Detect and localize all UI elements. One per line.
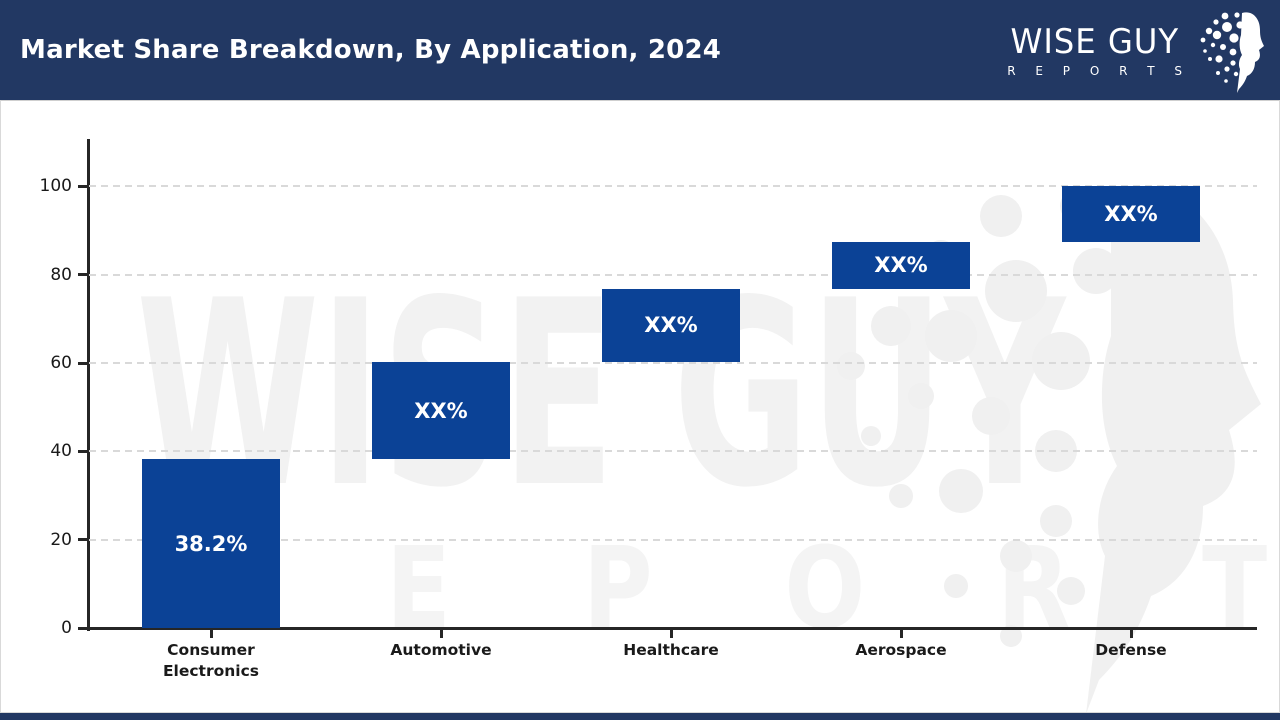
brand-logo-text: WISE GUY R E P O R T S	[999, 22, 1190, 78]
bar-value-label: 38.2%	[174, 531, 248, 556]
x-tick-mark	[669, 630, 673, 638]
y-tick-mark	[78, 273, 88, 277]
y-tick-label: 40	[50, 441, 72, 462]
y-tick-mark	[78, 538, 88, 542]
y-tick-mark	[78, 449, 88, 453]
bar-value-label: XX%	[1104, 201, 1158, 226]
gridline-40	[89, 450, 1257, 453]
x-axis-category-label: Healthcare	[623, 641, 719, 659]
y-tick-label: 100	[39, 176, 72, 197]
x-tick-mark	[209, 630, 213, 638]
footer-bar	[0, 713, 1280, 720]
header-bar: Market Share Breakdown, By Application, …	[0, 0, 1280, 100]
x-axis-category-label: Defense	[1095, 641, 1167, 659]
y-tick-mark	[78, 361, 88, 365]
y-tick-mark	[78, 184, 88, 188]
y-axis-spine	[87, 139, 90, 631]
brand-logo: WISE GUY R E P O R T S	[999, 0, 1266, 100]
gridline-60	[89, 362, 1257, 364]
x-tick-mark	[1129, 630, 1133, 638]
gridline-100	[89, 185, 1257, 188]
bar-value-label: XX%	[414, 398, 468, 423]
x-tick-mark	[439, 630, 443, 638]
gridline-20	[89, 538, 1257, 541]
bar-consumer-electronics: 38.2%	[142, 459, 280, 628]
x-axis-spine	[87, 627, 1257, 630]
chart-card: WISE GUY R E P O R T S 02040608010038.2%…	[0, 100, 1280, 713]
x-axis-category-label: Aerospace	[855, 641, 947, 659]
y-tick-label: 20	[50, 529, 72, 550]
x-tick-mark	[899, 630, 903, 638]
y-tick-mark	[78, 626, 88, 630]
bar-aerospace: XX%	[832, 241, 970, 289]
y-tick-label: 60	[50, 353, 72, 373]
page-title: Market Share Breakdown, By Application, …	[20, 35, 722, 65]
bar-healthcare: XX%	[602, 288, 740, 362]
gridline-80	[89, 273, 1257, 276]
plot-area: 0 20 40 60 80 100 38.2% Consumer Electronics XX%…	[40, 139, 1257, 680]
bar-automotive: XX%	[372, 362, 510, 460]
x-axis-category-label: Automotive	[390, 641, 492, 659]
bar-defense: XX%	[1062, 186, 1200, 242]
x-axis-category-label: Consumer Electronics	[162, 641, 260, 680]
y-tick-label: 0	[61, 618, 72, 638]
brand-name: WISE GUY	[1010, 22, 1179, 62]
bar-value-label: XX%	[644, 313, 698, 338]
brand-face-icon	[1200, 12, 1264, 93]
y-tick-label: 80	[50, 264, 72, 285]
bar-value-label: XX%	[874, 253, 928, 278]
brand-subname: R E P O R T S	[1007, 64, 1190, 78]
